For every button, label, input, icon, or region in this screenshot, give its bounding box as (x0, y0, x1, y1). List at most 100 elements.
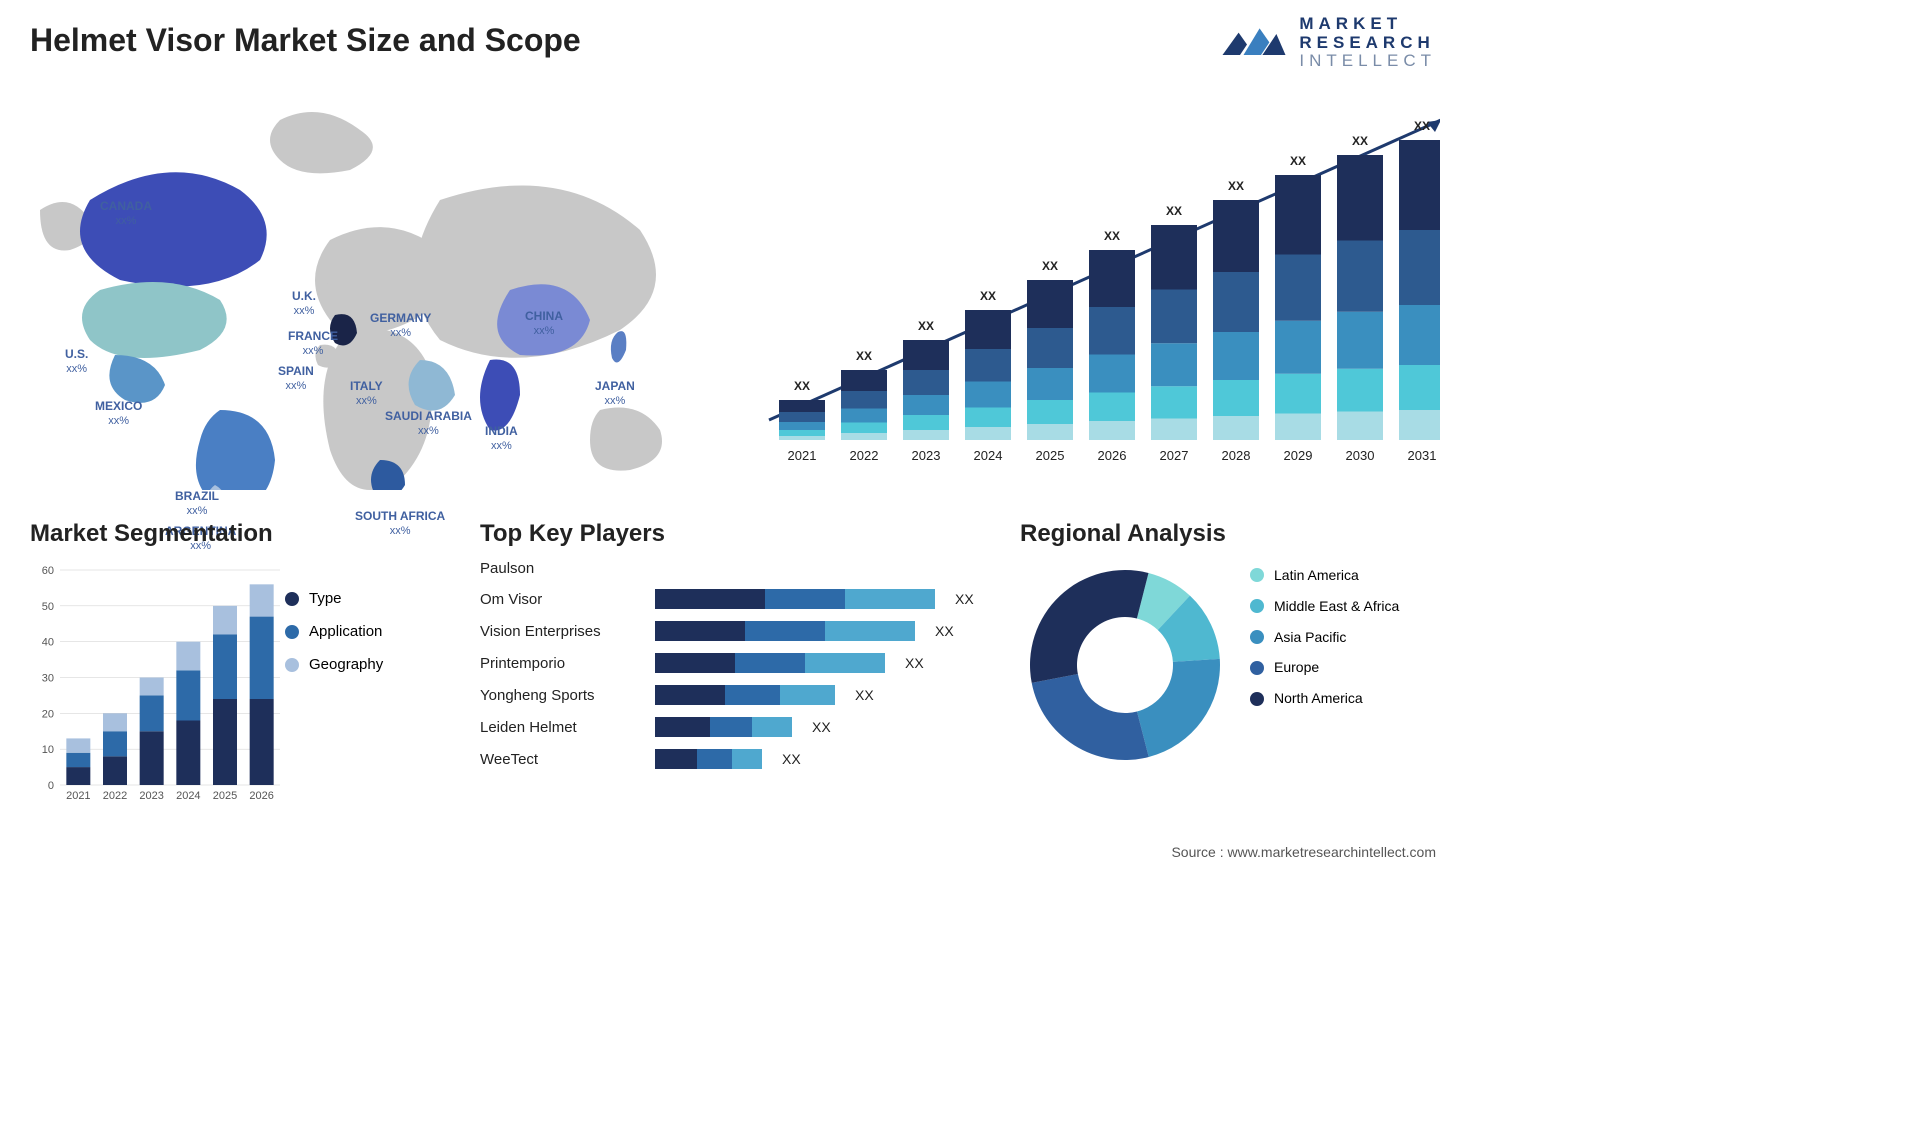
seg-bar-segment (140, 695, 164, 731)
main-bar-segment (1151, 386, 1197, 418)
key-player-bar-segment (805, 653, 885, 673)
seg-y-tick: 10 (42, 744, 54, 756)
key-player-bar-segment (825, 621, 915, 641)
page-title: Helmet Visor Market Size and Scope (30, 22, 581, 59)
main-bar-year: 2024 (974, 448, 1003, 463)
main-bar-segment (1337, 412, 1383, 441)
map-label-spain: SPAINxx% (278, 365, 314, 393)
seg-bar-segment (250, 617, 274, 699)
seg-bar-segment (66, 738, 90, 752)
main-bar-value: XX (1042, 259, 1058, 273)
legend-label: Latin America (1274, 560, 1359, 591)
key-player-bar-segment (655, 685, 725, 705)
main-bar-segment (779, 422, 825, 430)
key-player-bar-segment (752, 717, 792, 737)
key-player-bar (655, 749, 762, 769)
seg-bar-segment (140, 731, 164, 785)
seg-year-label: 2022 (103, 790, 127, 802)
regional-donut-chart (1020, 560, 1230, 770)
regional-legend-item: Asia Pacific (1250, 622, 1399, 653)
legend-label: Europe (1274, 652, 1319, 683)
map-label-japan: JAPANxx% (595, 380, 635, 408)
main-bar-segment (1089, 393, 1135, 422)
key-player-name: Yongheng Sports (480, 687, 645, 704)
main-bar-segment (903, 430, 949, 440)
main-bar-value: XX (1414, 119, 1430, 133)
main-bar-segment (965, 427, 1011, 440)
key-player-row: Vision EnterprisesXX (480, 621, 1010, 641)
main-bar-segment (1399, 365, 1440, 410)
seg-bar-segment (250, 699, 274, 785)
seg-bar-segment (213, 635, 237, 700)
main-bar-year: 2031 (1408, 448, 1437, 463)
key-player-name: Leiden Helmet (480, 719, 645, 736)
seg-bar-segment (103, 756, 127, 785)
key-player-bar-segment (735, 653, 805, 673)
main-bar-segment (965, 349, 1011, 382)
main-bar-segment (779, 400, 825, 412)
main-bar-year: 2022 (850, 448, 879, 463)
map-label-france: FRANCExx% (288, 330, 338, 358)
main-bar-segment (1027, 424, 1073, 440)
map-label-mexico: MEXICOxx% (95, 400, 142, 428)
main-bar-segment (779, 436, 825, 440)
legend-label: Geography (309, 648, 383, 681)
seg-y-tick: 20 (42, 708, 54, 720)
key-player-bar-segment (655, 589, 765, 609)
seg-year-label: 2024 (176, 790, 200, 802)
key-player-bar (655, 717, 792, 737)
main-bar-segment (1027, 280, 1073, 328)
main-bar-segment (1089, 421, 1135, 440)
key-player-bar (655, 589, 935, 609)
seg-legend-item: Type (285, 582, 383, 615)
main-bar-segment (1213, 380, 1259, 416)
key-player-value: XX (855, 687, 874, 703)
main-bar-segment (903, 370, 949, 395)
main-bar-segment (1213, 272, 1259, 332)
map-label-india: INDIAxx% (485, 425, 518, 453)
main-bar-segment (1337, 241, 1383, 312)
main-bar-segment (1275, 255, 1321, 321)
key-player-bar (655, 653, 885, 673)
seg-bar-segment (213, 699, 237, 785)
regional-panel: Regional Analysis Latin AmericaMiddle Ea… (1020, 520, 1440, 770)
seg-bar-segment (250, 584, 274, 616)
main-bar-segment (1275, 414, 1321, 441)
regional-legend-item: Latin America (1250, 560, 1399, 591)
main-bar-value: XX (794, 379, 810, 393)
main-bar-segment (1399, 230, 1440, 305)
main-bar-year: 2027 (1160, 448, 1189, 463)
donut-slice (1032, 674, 1149, 760)
legend-dot-icon (285, 658, 299, 672)
key-player-row: PrintemporioXX (480, 653, 1010, 673)
map-label-canada: CANADAxx% (100, 200, 152, 228)
main-bar-segment (779, 430, 825, 436)
main-bar-segment (903, 340, 949, 370)
main-bar-value: XX (1290, 154, 1306, 168)
main-bar-segment (1213, 332, 1259, 380)
key-player-row: Om VisorXX (480, 589, 1010, 609)
seg-y-tick: 0 (48, 780, 54, 792)
main-bar-segment (1213, 200, 1259, 272)
key-player-bar-segment (745, 621, 825, 641)
main-bar-segment (1027, 328, 1073, 368)
source-attribution: Source : www.marketresearchintellect.com (1171, 844, 1436, 860)
main-bar-segment (1337, 312, 1383, 369)
key-player-bar-segment (655, 749, 697, 769)
legend-label: North America (1274, 683, 1363, 714)
main-bar-value: XX (1228, 179, 1244, 193)
seg-bar-segment (176, 642, 200, 671)
main-bar-year: 2028 (1222, 448, 1251, 463)
legend-dot-icon (1250, 630, 1264, 644)
key-player-value: XX (905, 655, 924, 671)
regional-legend-item: Europe (1250, 652, 1399, 683)
company-logo: MARKET RESEARCH INTELLECT (1219, 15, 1436, 71)
seg-bar-segment (176, 721, 200, 786)
main-bar-segment (1089, 250, 1135, 307)
seg-bar-segment (176, 670, 200, 720)
main-bar-segment (965, 382, 1011, 408)
legend-label: Middle East & Africa (1274, 591, 1399, 622)
seg-bar-segment (103, 713, 127, 731)
seg-bar-segment (66, 767, 90, 785)
main-bar-segment (1399, 410, 1440, 440)
